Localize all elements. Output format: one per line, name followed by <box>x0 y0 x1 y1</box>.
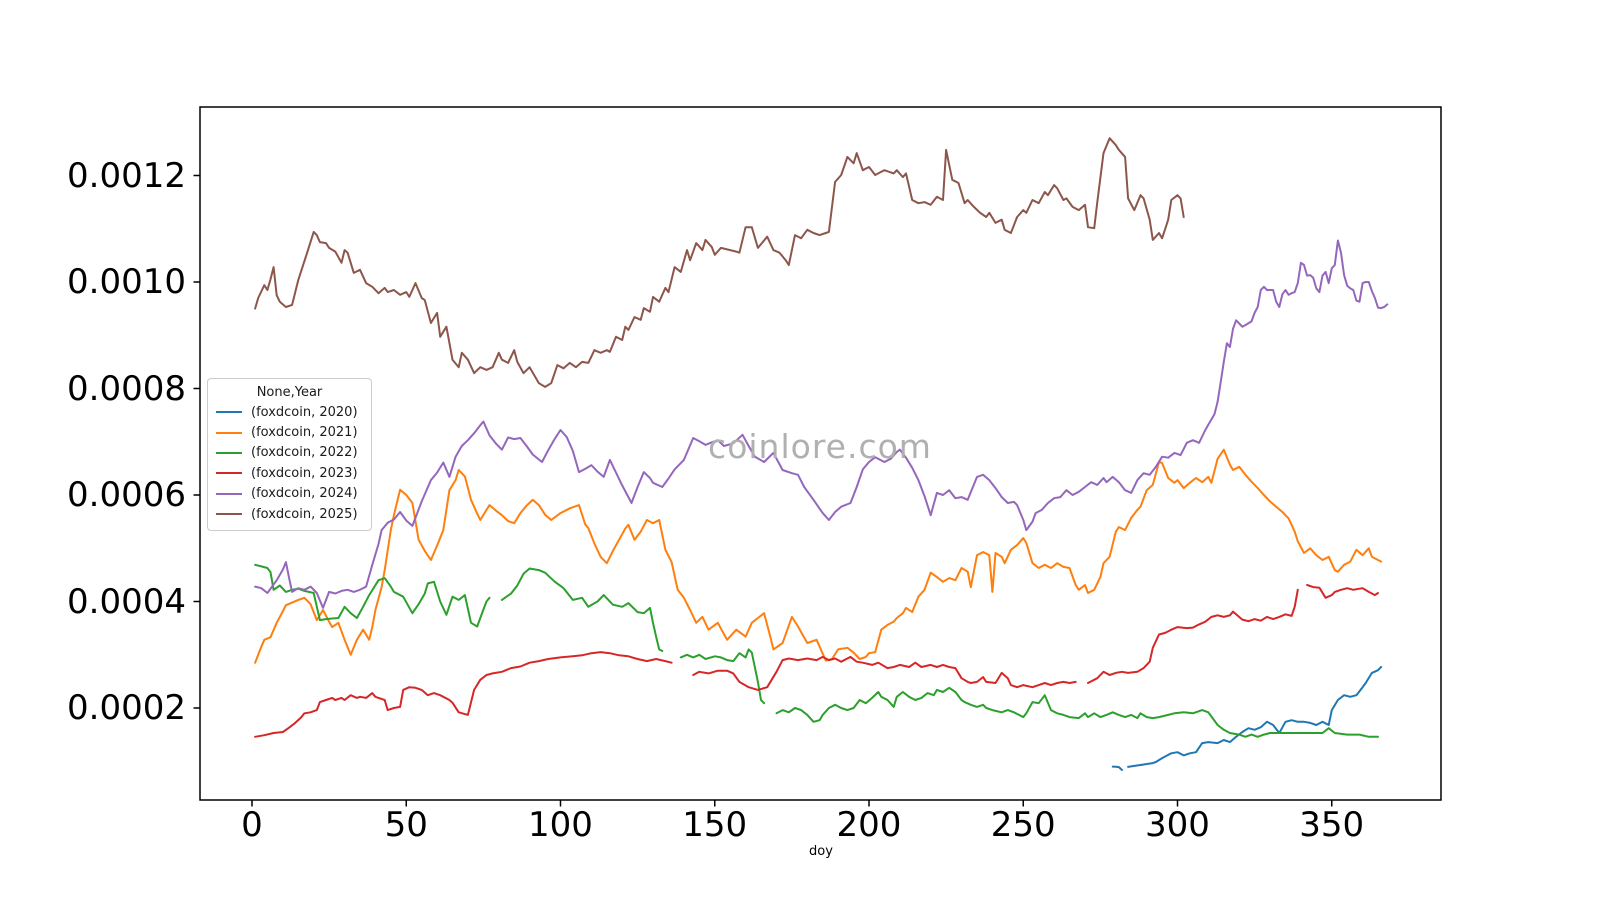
legend: None,Year (foxdcoin, 2020) (foxdcoin, 202… <box>207 378 372 532</box>
x-axis-label: doy <box>809 844 833 859</box>
y-tick-label: 0.0008 <box>67 368 186 409</box>
legend-title: None,Year <box>256 385 323 400</box>
legend-label: (foxdcoin, 2025) <box>251 506 358 522</box>
legend-item-2020: (foxdcoin, 2020) <box>216 402 363 422</box>
x-tick-label: 0 <box>241 805 263 845</box>
legend-item-2025: (foxdcoin, 2025) <box>216 504 363 524</box>
series-line-2023 <box>254 651 673 738</box>
series-line-2025 <box>254 137 1185 388</box>
legend-label: (foxdcoin, 2020) <box>251 404 358 420</box>
legend-swatch-icon <box>216 451 242 454</box>
series-line-2023 <box>1087 588 1299 684</box>
legend-swatch-icon <box>216 472 242 475</box>
series-line-2020 <box>1111 765 1123 771</box>
legend-label: (foxdcoin, 2023) <box>251 465 358 481</box>
x-tick-label: 50 <box>384 805 428 845</box>
x-tick-label: 250 <box>990 805 1056 845</box>
series-line-2023 <box>692 655 1077 691</box>
y-tick-label: 0.0006 <box>67 475 186 515</box>
legend-item-2021: (foxdcoin, 2021) <box>216 422 363 442</box>
series-line-2022 <box>679 648 766 705</box>
legend-label: (foxdcoin, 2021) <box>251 425 358 441</box>
legend-label: (foxdcoin, 2022) <box>251 445 358 461</box>
legend-item-2023: (foxdcoin, 2023) <box>216 463 363 483</box>
legend-swatch-icon <box>216 513 242 516</box>
plot-frame <box>199 106 1442 801</box>
legend-item-2022: (foxdcoin, 2022) <box>216 443 363 463</box>
series-line-2022 <box>254 563 491 628</box>
legend-swatch-icon <box>216 411 242 414</box>
series-line-2020 <box>1127 666 1383 768</box>
legend-label: (foxdcoin, 2024) <box>251 486 358 502</box>
y-tick-label: 0.0010 <box>67 262 186 302</box>
x-tick-label: 300 <box>1145 805 1210 845</box>
y-tick-label: 0.0012 <box>67 155 186 196</box>
series-line-2021 <box>254 448 1383 664</box>
series-line-2022 <box>500 567 664 652</box>
y-tick-label: 0.0004 <box>67 581 186 622</box>
series-line-2022 <box>775 686 1379 738</box>
legend-items: (foxdcoin, 2020) (foxdcoin, 2021) (foxdcoi… <box>216 402 363 524</box>
legend-swatch-icon <box>216 431 242 434</box>
legend-item-2024: (foxdcoin, 2024) <box>216 484 363 504</box>
x-tick-label: 200 <box>836 805 902 845</box>
legend-swatch-icon <box>216 492 242 495</box>
series-line-2024 <box>254 239 1389 609</box>
y-tick-label: 0.0002 <box>67 688 186 728</box>
series-line-2023 <box>1306 584 1379 599</box>
x-tick-label: 150 <box>682 805 748 845</box>
x-tick-label: 100 <box>528 805 593 845</box>
x-tick-label: 350 <box>1299 805 1365 845</box>
